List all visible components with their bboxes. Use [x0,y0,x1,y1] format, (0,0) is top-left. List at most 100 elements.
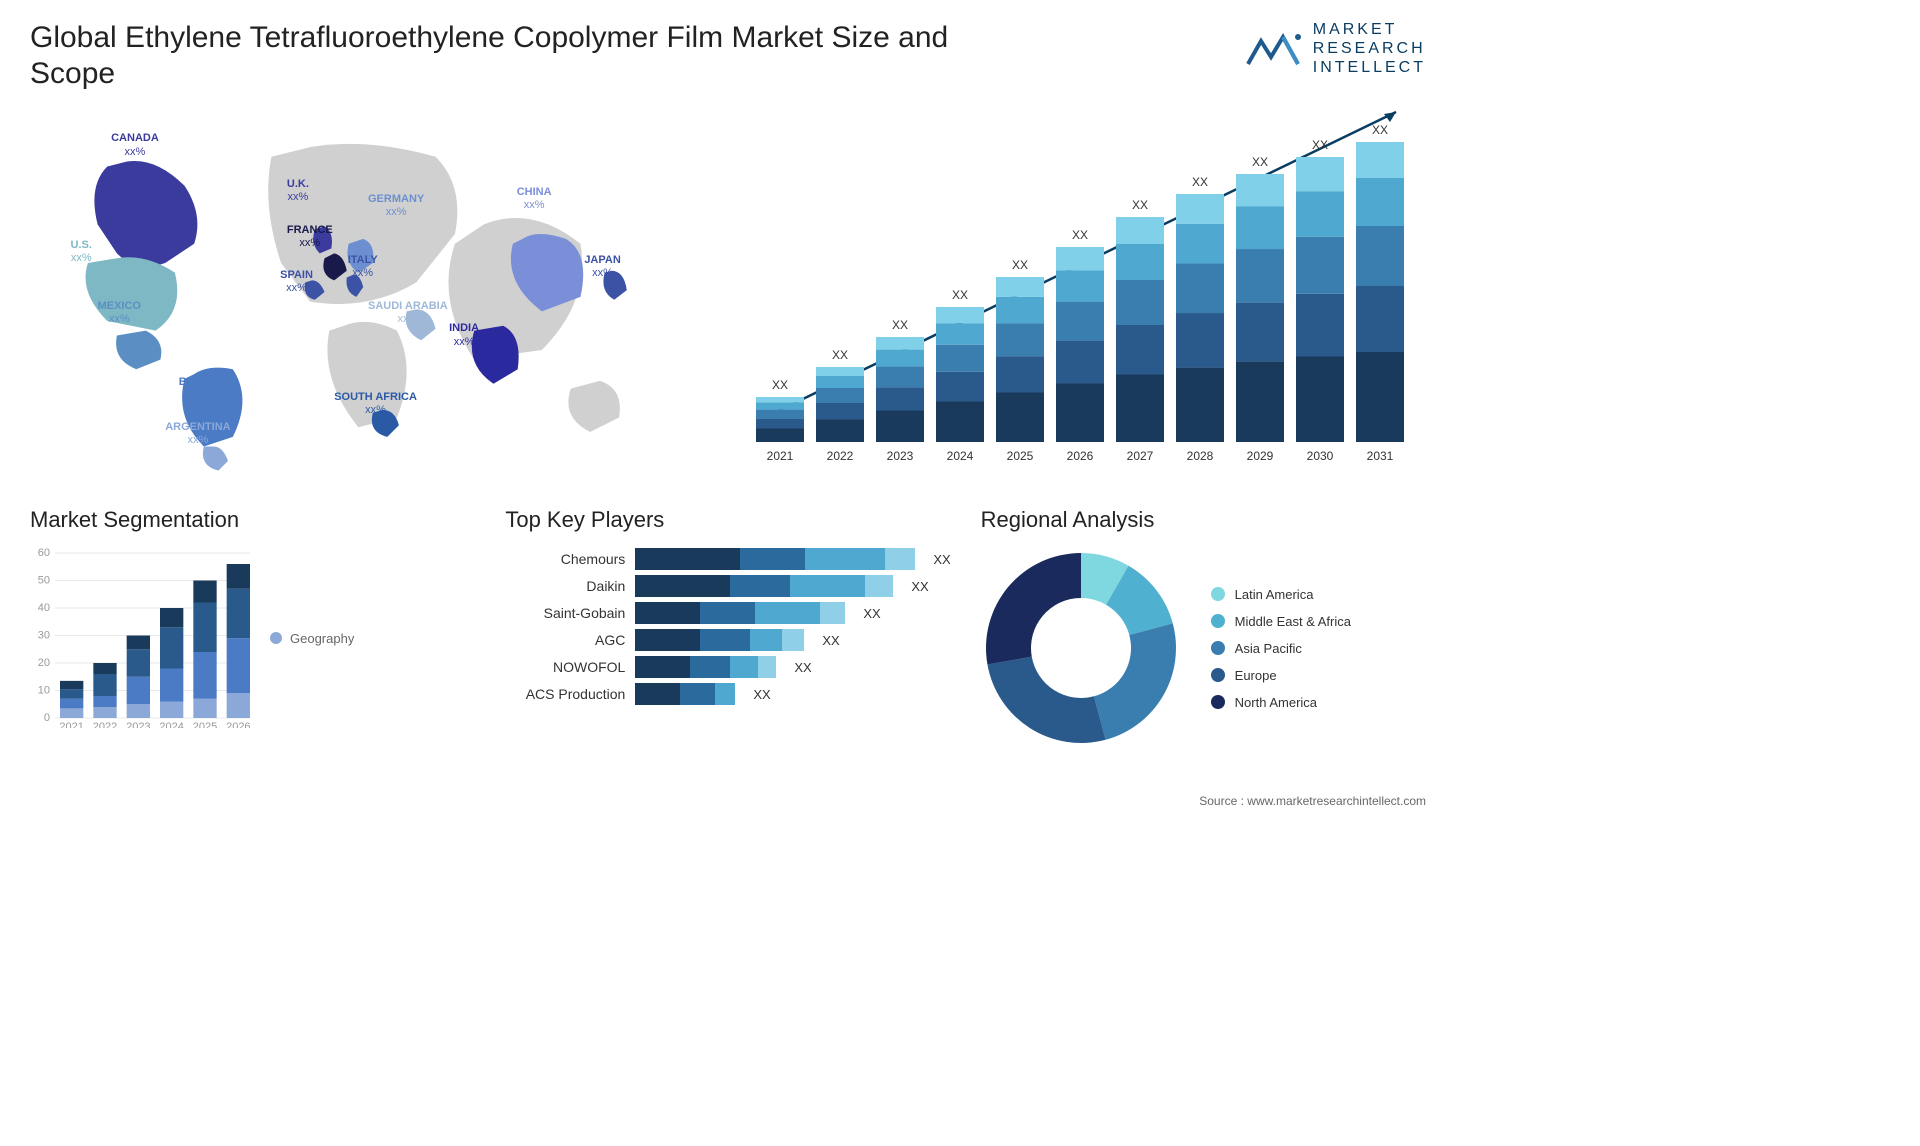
svg-text:2022: 2022 [827,449,854,463]
svg-text:2026: 2026 [226,721,250,728]
player-row: NOWOFOL XX [505,656,950,678]
svg-text:XX: XX [1012,258,1028,272]
region-name: Latin America [1235,587,1314,602]
map-country-label: U.K.xx% [287,178,309,204]
svg-text:XX: XX [1372,123,1388,137]
svg-text:60: 60 [38,548,50,559]
map-country-label: INDIAxx% [449,322,479,348]
segmentation-title: Market Segmentation [30,507,475,533]
region-dot [1211,695,1225,709]
player-row: DaikinXX [505,575,950,597]
players-title: Top Key Players [505,507,950,533]
source-attribution: Source : www.marketresearchintellect.com [1199,794,1426,808]
players-section: Top Key Players ChemoursXXDaikinXXSaint-… [505,507,950,748]
region-legend-item: North America [1211,695,1351,710]
player-bar [635,629,804,651]
segmentation-section: Market Segmentation 01020304050602021202… [30,507,475,748]
map-country-label: ITALYxx% [348,254,378,280]
growth-bar-chart: XX2021XX2022XX2023XX2024XX2025XX2026XX20… [746,102,1426,482]
player-name: ACS Production [505,686,625,702]
player-name: Daikin [505,578,625,594]
map-country-label: SAUDI ARABIAxx% [368,300,448,326]
player-value: XX [794,660,811,675]
svg-text:XX: XX [1192,175,1208,189]
region-dot [1211,587,1225,601]
map-country-label: MEXICOxx% [98,300,141,326]
segmentation-chart: 0102030405060202120222023202420252026 [30,548,250,728]
svg-text:2030: 2030 [1307,449,1334,463]
region-legend-item: Latin America [1211,587,1351,602]
logo-icon [1243,29,1303,69]
svg-text:XX: XX [1072,228,1088,242]
region-legend-item: Middle East & Africa [1211,614,1351,629]
map-country-label: JAPANxx% [584,254,620,280]
svg-text:2023: 2023 [887,449,914,463]
svg-text:XX: XX [772,378,788,392]
map-country-label: U.S.xx% [71,239,92,265]
region-name: Middle East & Africa [1235,614,1351,629]
svg-text:0: 0 [44,712,50,724]
map-country-label: FRANCExx% [287,224,333,250]
world-map-section: CANADAxx% U.S.xx% MEXICOxx% BRAZILxx% ARGENT… [30,102,706,482]
player-row: ACS Production XX [505,683,950,705]
svg-text:2026: 2026 [1067,449,1094,463]
player-name: Saint-Gobain [505,605,625,621]
region-legend-item: Asia Pacific [1211,641,1351,656]
map-country-label: GERMANYxx% [368,193,424,219]
svg-text:2031: 2031 [1367,449,1394,463]
logo-line1: MARKET [1313,20,1426,39]
map-country-label: CHINAxx% [517,186,552,212]
legend-dot [270,632,282,644]
map-country-label: ARGENTINAxx% [165,421,230,447]
brand-logo: MARKET RESEARCH INTELLECT [1243,20,1426,78]
svg-text:2024: 2024 [159,721,183,728]
world-map [30,102,706,482]
player-row: AGCXX [505,629,950,651]
svg-text:XX: XX [952,288,968,302]
region-dot [1211,668,1225,682]
svg-text:2028: 2028 [1187,449,1214,463]
player-bar [635,602,845,624]
player-name: NOWOFOL [505,659,625,675]
svg-text:2029: 2029 [1247,449,1274,463]
svg-text:2025: 2025 [193,721,217,728]
svg-text:10: 10 [38,685,50,697]
region-dot [1211,614,1225,628]
svg-text:2021: 2021 [767,449,794,463]
page-title: Global Ethylene Tetrafluoroethylene Copo… [30,20,980,92]
legend-label: Geography [290,631,354,646]
map-country-label: CANADAxx% [111,132,159,158]
svg-text:XX: XX [1252,155,1268,169]
svg-text:2022: 2022 [93,721,117,728]
region-name: Europe [1235,668,1277,683]
player-value: XX [863,606,880,621]
logo-line3: INTELLECT [1313,58,1426,77]
logo-line2: RESEARCH [1313,39,1426,58]
player-bar [635,548,915,570]
svg-text:2024: 2024 [947,449,974,463]
segmentation-legend: Geography [270,631,354,646]
regional-title: Regional Analysis [981,507,1426,533]
region-name: North America [1235,695,1317,710]
svg-text:2027: 2027 [1127,449,1154,463]
svg-text:20: 20 [38,657,50,669]
svg-text:50: 50 [38,575,50,587]
player-bar [635,575,893,597]
svg-text:2023: 2023 [126,721,150,728]
region-name: Asia Pacific [1235,641,1302,656]
player-value: XX [753,687,770,702]
svg-text:XX: XX [892,318,908,332]
map-country-label: BRAZILxx% [179,376,219,402]
regional-section: Regional Analysis Latin America Middle Ea… [981,507,1426,748]
donut-chart [981,548,1181,748]
svg-text:XX: XX [832,348,848,362]
svg-text:XX: XX [1312,138,1328,152]
region-legend-item: Europe [1211,668,1351,683]
svg-text:40: 40 [38,602,50,614]
svg-text:2021: 2021 [59,721,83,728]
player-row: ChemoursXX [505,548,950,570]
map-country-label: SOUTH AFRICAxx% [334,391,417,417]
player-row: Saint-Gobain XX [505,602,950,624]
player-bar [635,683,735,705]
region-dot [1211,641,1225,655]
